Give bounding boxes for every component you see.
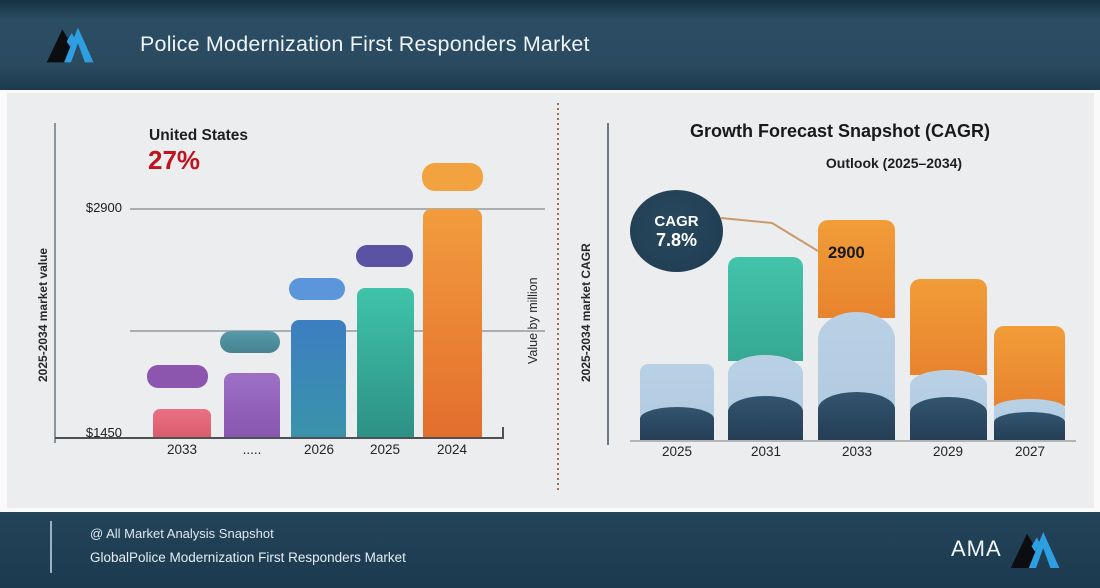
left-bar-2025	[357, 288, 414, 437]
footer-divider-line	[50, 521, 52, 573]
header-band: Police Modernization First Responders Ma…	[0, 0, 1100, 90]
right-bar-2033-data-label: 2900	[828, 244, 865, 262]
right-bar-2033-orange	[818, 220, 895, 318]
right-bar-2027-navy	[994, 412, 1065, 441]
left-bar-2025-cap	[356, 245, 413, 267]
right-bar-2027-orange	[994, 326, 1065, 406]
left-x-label-2024: 2024	[436, 442, 468, 457]
left-bar-2033-cap	[147, 365, 208, 388]
footer-market-text: GlobalPolice Modernization First Respond…	[90, 550, 406, 565]
right-bar-2029-orange	[910, 279, 987, 375]
left-bar-2024	[423, 209, 482, 437]
page-title: Police Modernization First Responders Ma…	[140, 31, 590, 56]
left-gridline-2900	[130, 208, 545, 210]
right-bar-2031-navy	[728, 396, 803, 441]
left-y-axis-line	[54, 123, 56, 443]
left-bar-dots-cap	[220, 331, 280, 353]
left-secondary-axis-title: Value by million	[526, 277, 540, 364]
right-x-axis-line	[630, 440, 1076, 442]
left-y-tick-1450: $1450	[85, 425, 122, 440]
left-bar-dots	[224, 373, 280, 437]
right-x-label-2033: 2033	[841, 444, 873, 459]
right-x-label-2031: 2031	[750, 444, 782, 459]
left-x-axis-end-tick	[502, 427, 504, 437]
right-y-axis-title: 2025-2034 market CAGR	[579, 243, 593, 383]
ama-logo-icon	[46, 27, 94, 63]
right-y-axis-line	[607, 123, 609, 445]
left-x-label-dots: .....	[242, 442, 262, 457]
right-x-label-2025: 2025	[661, 444, 693, 459]
left-y-tick-2900: $2900	[85, 200, 122, 215]
left-bar-2033	[153, 409, 211, 437]
left-x-axis-line	[55, 437, 504, 439]
left-x-label-2026: 2026	[303, 442, 335, 457]
footer-ama-logo-icon	[1010, 532, 1060, 568]
panel-divider-dotted-line	[557, 103, 559, 490]
left-bar-2024-cap	[422, 163, 483, 191]
right-bar-2025-navy	[640, 407, 714, 441]
left-chart-region-label: United States	[149, 127, 249, 144]
footer-band: @ All Market Analysis Snapshot GlobalPol…	[0, 512, 1100, 588]
left-x-label-2033: 2033	[166, 442, 198, 457]
right-chart-title: Growth Forecast Snapshot (CAGR)	[689, 121, 990, 141]
cagr-badge-value: 7.8%	[655, 229, 698, 250]
left-y-axis-title: 2025-2034 market value	[36, 247, 50, 383]
right-bar-2031-teal	[728, 257, 803, 361]
right-bar-2033-navy	[818, 392, 895, 441]
footer-snapshot-text: @ All Market Analysis Snapshot	[90, 526, 274, 541]
right-chart-subtitle: Outlook (2025–2034)	[825, 155, 963, 171]
left-bar-2026	[291, 320, 346, 437]
right-x-label-2029: 2029	[932, 444, 964, 459]
left-x-label-2025: 2025	[369, 442, 401, 457]
cagr-badge: CAGR 7.8%	[630, 190, 723, 272]
left-bar-2026-cap	[289, 278, 345, 300]
right-bar-2029-navy	[910, 397, 987, 441]
footer-brand-text: AMA	[951, 536, 1002, 561]
cagr-badge-label: CAGR	[654, 212, 699, 230]
left-chart-region-value: 27%	[148, 145, 201, 175]
right-x-label-2027: 2027	[1014, 444, 1046, 459]
